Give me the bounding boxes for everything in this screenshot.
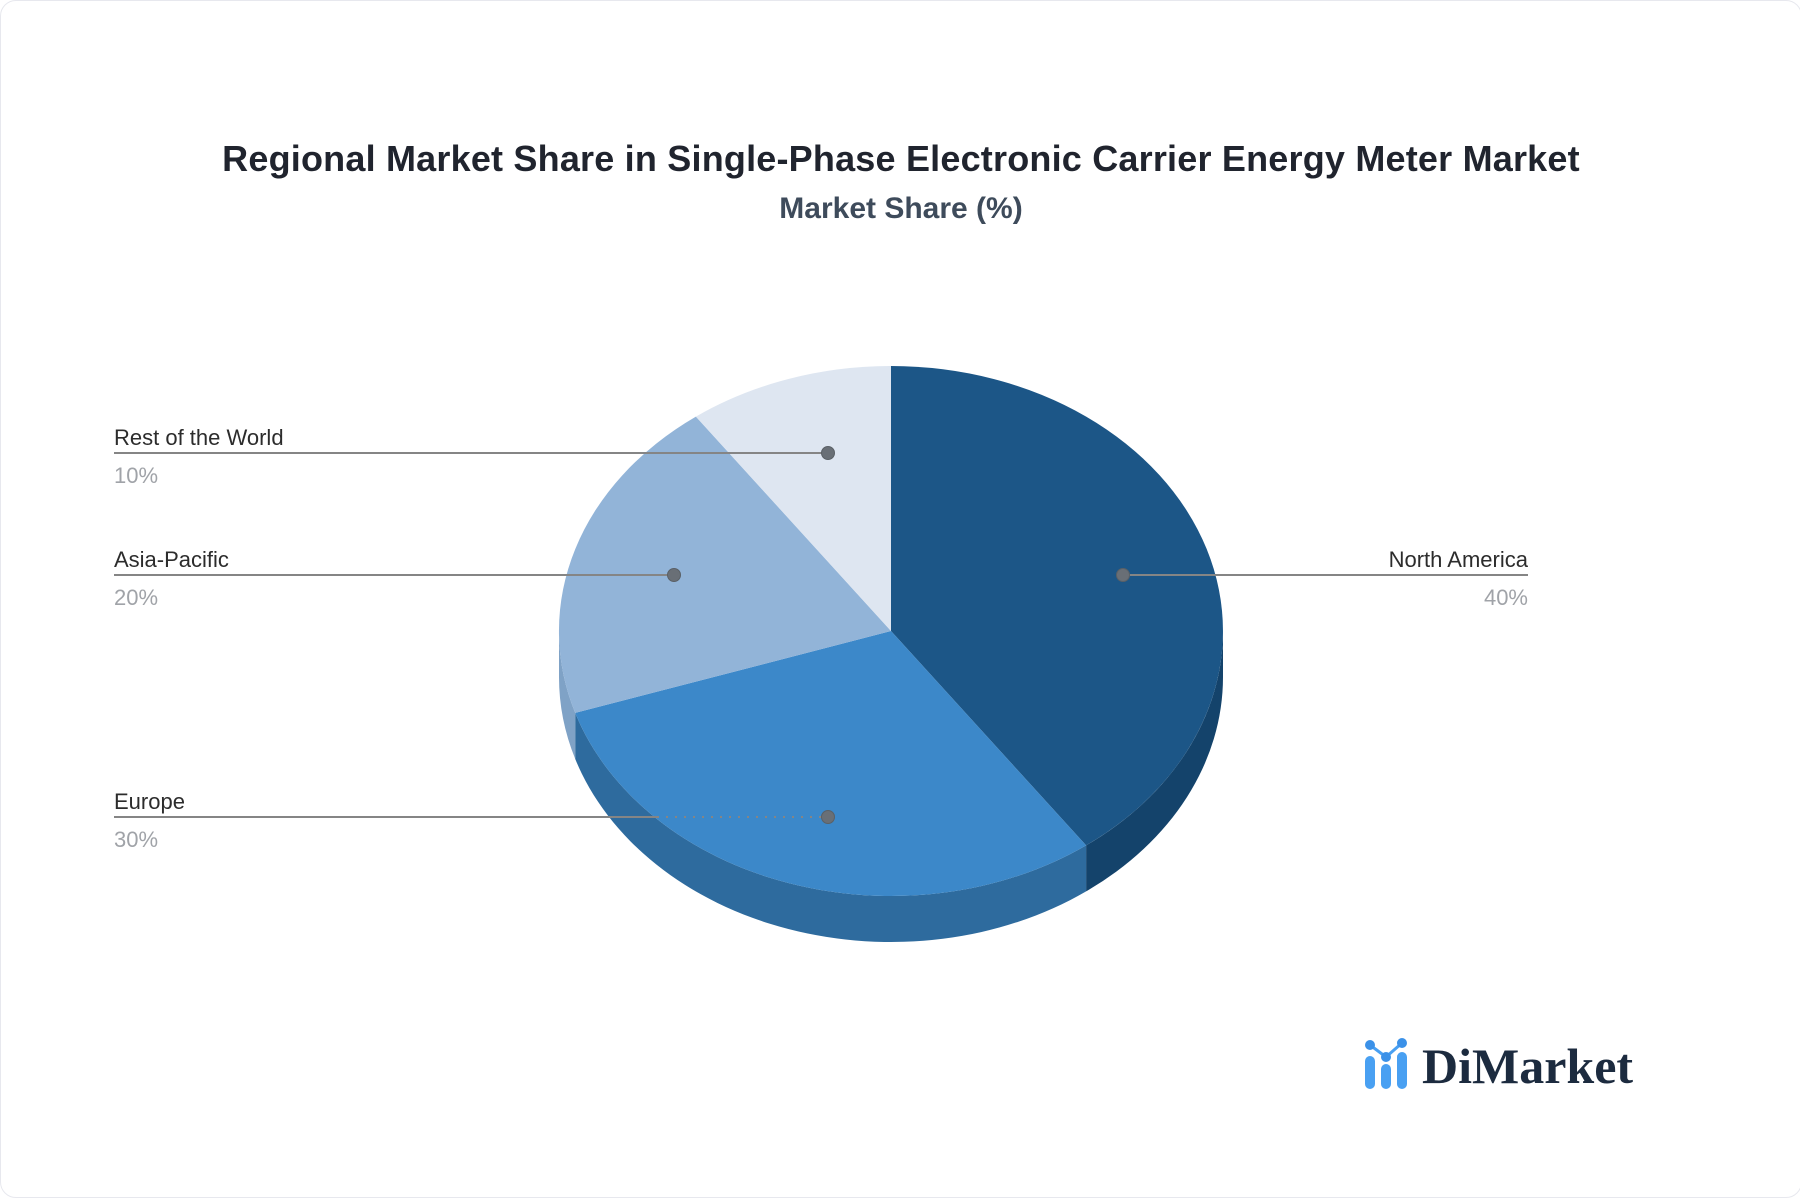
leader-dot-asia-pacific xyxy=(667,568,681,582)
slice-label-asia-pacific: Asia-Pacific xyxy=(114,547,229,572)
callout-north-america-value: 40% xyxy=(1484,585,1528,611)
callout-asia-pacific-value: 20% xyxy=(114,585,158,611)
callout-rest-of-the-world-value: 10% xyxy=(114,463,158,489)
callout-north-america: North America xyxy=(1389,547,1528,573)
slice-value-asia-pacific: 20% xyxy=(114,585,159,610)
slice-value-north-america: 40% xyxy=(1483,585,1528,610)
dimarket-logo: DiMarket xyxy=(1363,1037,1633,1091)
pie-slice-side-north-america xyxy=(1086,631,1223,892)
pie-slice-rest-of-the-world xyxy=(695,366,891,631)
slice-label-rest-of-the-world: Rest of the World xyxy=(114,425,284,450)
pie-slice-europe xyxy=(575,631,1087,897)
leader-dot-north-america xyxy=(1116,568,1130,582)
chart-title: Regional Market Share in Single-Phase El… xyxy=(222,138,1580,179)
slice-value-europe: 30% xyxy=(114,827,159,852)
callout-europe: Europe xyxy=(114,789,185,815)
leader-dot-europe xyxy=(821,810,835,824)
callout-europe-value: 30% xyxy=(114,827,158,853)
slice-label-north-america: North America xyxy=(1388,547,1528,572)
callout-rest-of-the-world: Rest of the World xyxy=(114,425,284,451)
leader-dot-rest-of-the-world xyxy=(821,446,835,460)
pie-slice-side-asia-pacific xyxy=(558,631,576,759)
pie-slice-north-america xyxy=(891,366,1223,846)
slice-label-europe: Europe xyxy=(114,789,185,814)
callout-asia-pacific: Asia-Pacific xyxy=(114,547,229,573)
pie-slice-asia-pacific xyxy=(558,416,891,713)
bar-chart-trend-icon xyxy=(1365,1038,1407,1089)
slice-value-rest-of-the-world: 10% xyxy=(114,463,159,488)
chart-subtitle: Market Share (%) xyxy=(779,192,1023,225)
pie-slice-side-europe xyxy=(575,712,1087,943)
dimarket-logo-text: DiMarket xyxy=(1422,1038,1634,1094)
